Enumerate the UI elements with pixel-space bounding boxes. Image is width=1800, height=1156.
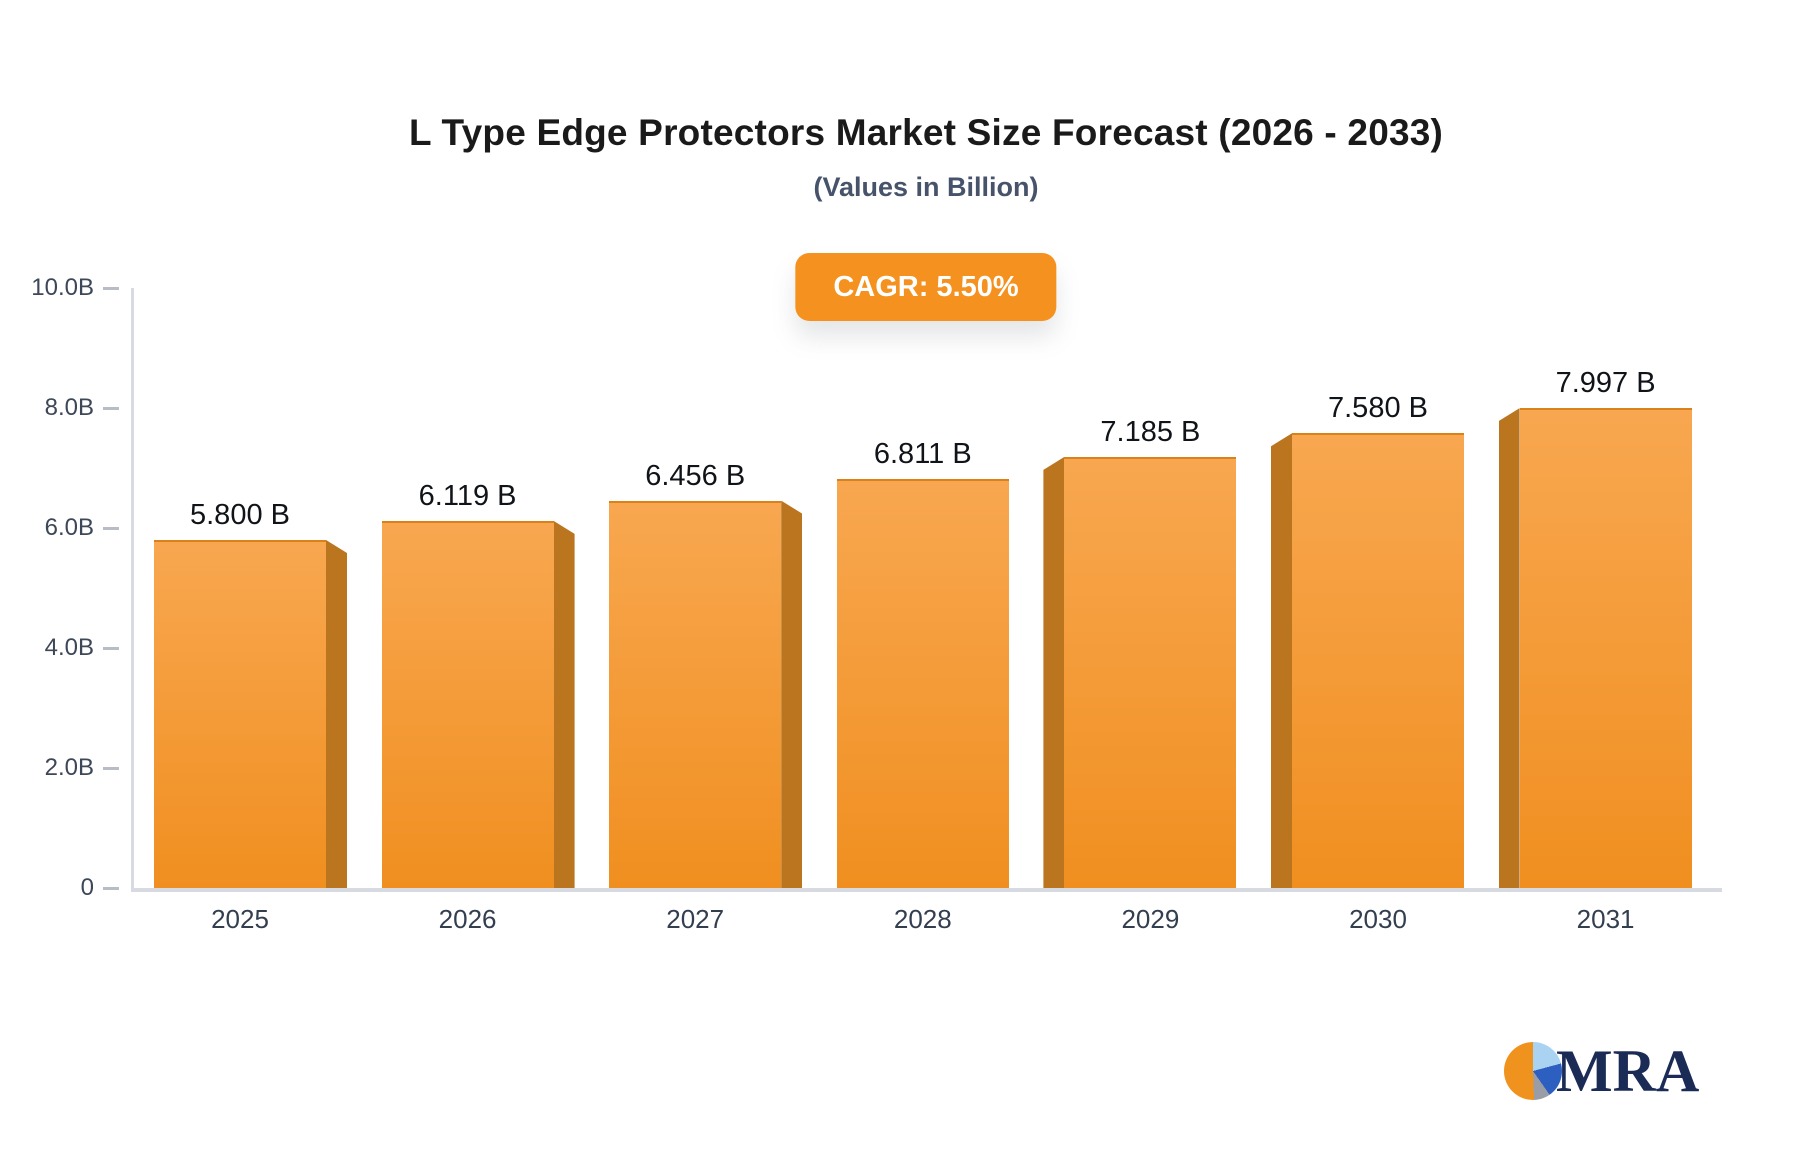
y-axis-line bbox=[131, 288, 134, 891]
y-axis-tick bbox=[103, 647, 119, 650]
y-axis-tick bbox=[103, 767, 119, 770]
bar-value-label: 6.456 B bbox=[645, 459, 746, 492]
bar-side-face bbox=[553, 520, 575, 888]
y-axis-label: 4.0B bbox=[44, 634, 94, 661]
bar-side-face bbox=[1271, 433, 1292, 888]
y-axis-label: 0 bbox=[80, 874, 94, 901]
y-axis-tick bbox=[103, 287, 119, 290]
bar-2030 bbox=[1292, 433, 1464, 888]
x-axis-label: 2031 bbox=[1576, 904, 1635, 934]
cagr-badge: CAGR: 5.50% bbox=[795, 253, 1057, 321]
bar-side-face bbox=[781, 500, 803, 888]
y-axis-tick bbox=[103, 407, 119, 410]
bar-value-label: 5.800 B bbox=[190, 499, 290, 531]
x-axis-label: 2026 bbox=[438, 904, 497, 934]
y-axis-tick bbox=[103, 527, 119, 530]
bar-2028 bbox=[836, 479, 1009, 888]
chart-title: L Type Edge Protectors Market Size Forec… bbox=[408, 112, 1444, 153]
x-axis-label: 2027 bbox=[666, 904, 725, 934]
bar-2031 bbox=[1519, 408, 1692, 888]
bar-value-label: 7.580 B bbox=[1328, 392, 1428, 425]
y-axis-label: 6.0B bbox=[44, 514, 94, 541]
y-axis-label: 2.0B bbox=[44, 754, 94, 781]
x-axis-line bbox=[131, 888, 1722, 892]
bar-2029 bbox=[1064, 456, 1237, 888]
y-axis-label: 8.0B bbox=[44, 394, 94, 421]
bar-value-label: 6.119 B bbox=[418, 479, 517, 512]
bar-2025 bbox=[154, 540, 326, 888]
bar-2026 bbox=[381, 520, 554, 888]
bar-value-label: 6.811 B bbox=[873, 438, 972, 471]
bar-value-label: 7.185 B bbox=[1100, 415, 1201, 448]
chart-subtitle: (Values in Billion) bbox=[813, 172, 1039, 202]
y-axis-label: 10.0B bbox=[31, 274, 94, 301]
bar-side-face bbox=[1498, 408, 1520, 888]
bar-2027 bbox=[609, 500, 782, 888]
x-axis-label: 2030 bbox=[1349, 904, 1407, 934]
y-axis-tick bbox=[103, 887, 119, 890]
bar-side-face bbox=[326, 540, 347, 888]
x-axis-label: 2029 bbox=[1121, 904, 1180, 934]
x-axis-label: 2025 bbox=[211, 904, 269, 934]
pie-chart-logo-icon bbox=[1504, 1042, 1562, 1100]
mra-logo: MRA bbox=[1504, 1040, 1704, 1102]
logo-text: MRA bbox=[1556, 1038, 1700, 1104]
bar-value-label: 7.997 B bbox=[1555, 367, 1656, 400]
bar-side-face bbox=[1043, 456, 1065, 888]
x-axis-label: 2028 bbox=[893, 904, 952, 934]
